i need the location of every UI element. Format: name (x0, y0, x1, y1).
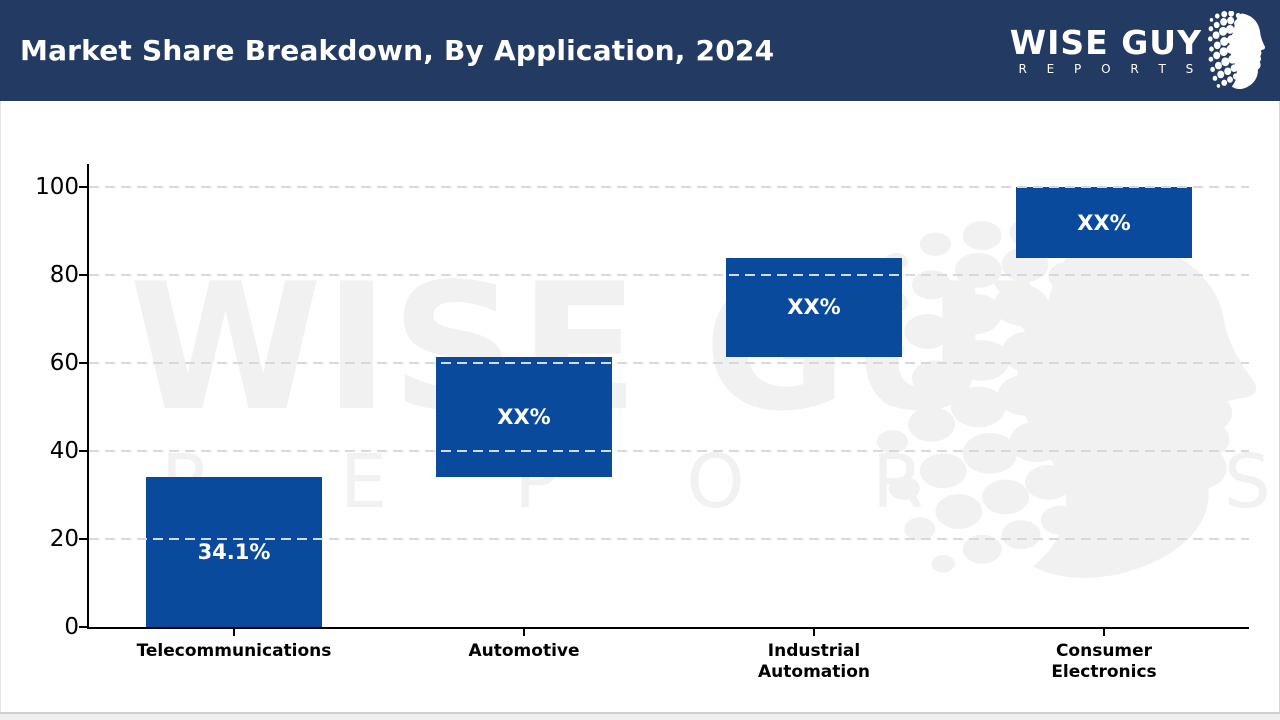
brand-text: WISE GUY R E P O R T S (1010, 26, 1202, 75)
brand-name: WISE GUY (1009, 23, 1202, 62)
x-category-label: Industrial Automation (684, 641, 944, 684)
gridline (89, 362, 1249, 365)
bar-value-label: XX% (497, 404, 551, 429)
y-tick-label: 80 (49, 262, 79, 289)
x-tick-mark (233, 629, 235, 636)
bar-value-label: 34.1% (197, 540, 271, 565)
header: Market Share Breakdown, By Application, … (0, 0, 1280, 101)
brand-logo: WISE GUY R E P O R T S (1010, 10, 1266, 91)
y-tick-mark (79, 450, 87, 453)
x-category-line: Industrial (767, 641, 861, 661)
y-tick-mark (79, 274, 87, 277)
y-tick-mark (79, 362, 87, 365)
x-category-line: Electronics (1051, 662, 1157, 683)
gridline (89, 450, 1249, 453)
x-category-line: Consumer (1055, 641, 1153, 661)
y-tick-mark (79, 538, 87, 541)
x-tick-mark (523, 629, 525, 636)
y-tick-label: 40 (49, 438, 79, 465)
x-tick-mark (813, 629, 815, 636)
brand-subtitle: R E P O R T S (1018, 62, 1202, 76)
x-category-line: Automation (758, 662, 870, 683)
x-category-line: Telecommunications (136, 641, 332, 661)
brand-head-icon (1208, 10, 1265, 89)
bar-value-label: XX% (787, 295, 841, 320)
x-category-label: Consumer Electronics (974, 641, 1234, 684)
gridline (89, 538, 1249, 541)
page-title: Market Share Breakdown, By Application, … (20, 34, 775, 67)
y-tick-mark (79, 186, 87, 189)
y-tick-label: 0 (64, 614, 79, 640)
y-tick-label: 60 (49, 350, 79, 377)
x-tick-mark (1103, 629, 1105, 636)
gridline (89, 274, 1249, 277)
chart-canvas: WISE GUY R E P O R T S 0 20 40 60 80 100 34.1%… (0, 101, 1280, 714)
bar-value-label: XX% (1077, 210, 1131, 235)
y-tick-mark (79, 626, 87, 628)
bar-segment: XX% (1016, 187, 1192, 258)
gridline (89, 186, 1249, 189)
plot-area: 0 20 40 60 80 100 34.1% Telecommunications XX% Au… (1, 101, 1279, 714)
x-category-label: Telecommunications (104, 641, 364, 662)
x-axis-line (87, 627, 1249, 629)
bottom-strip (0, 712, 1280, 720)
x-category-label: Automotive (394, 641, 654, 662)
y-tick-label: 20 (49, 526, 79, 553)
bar-segment: 34.1% (146, 477, 322, 627)
y-axis-line (87, 164, 89, 629)
bar-segment: XX% (436, 356, 612, 478)
y-tick-label: 100 (35, 174, 79, 201)
bar-segment: XX% (726, 257, 902, 357)
x-category-line: Automotive (468, 641, 580, 661)
